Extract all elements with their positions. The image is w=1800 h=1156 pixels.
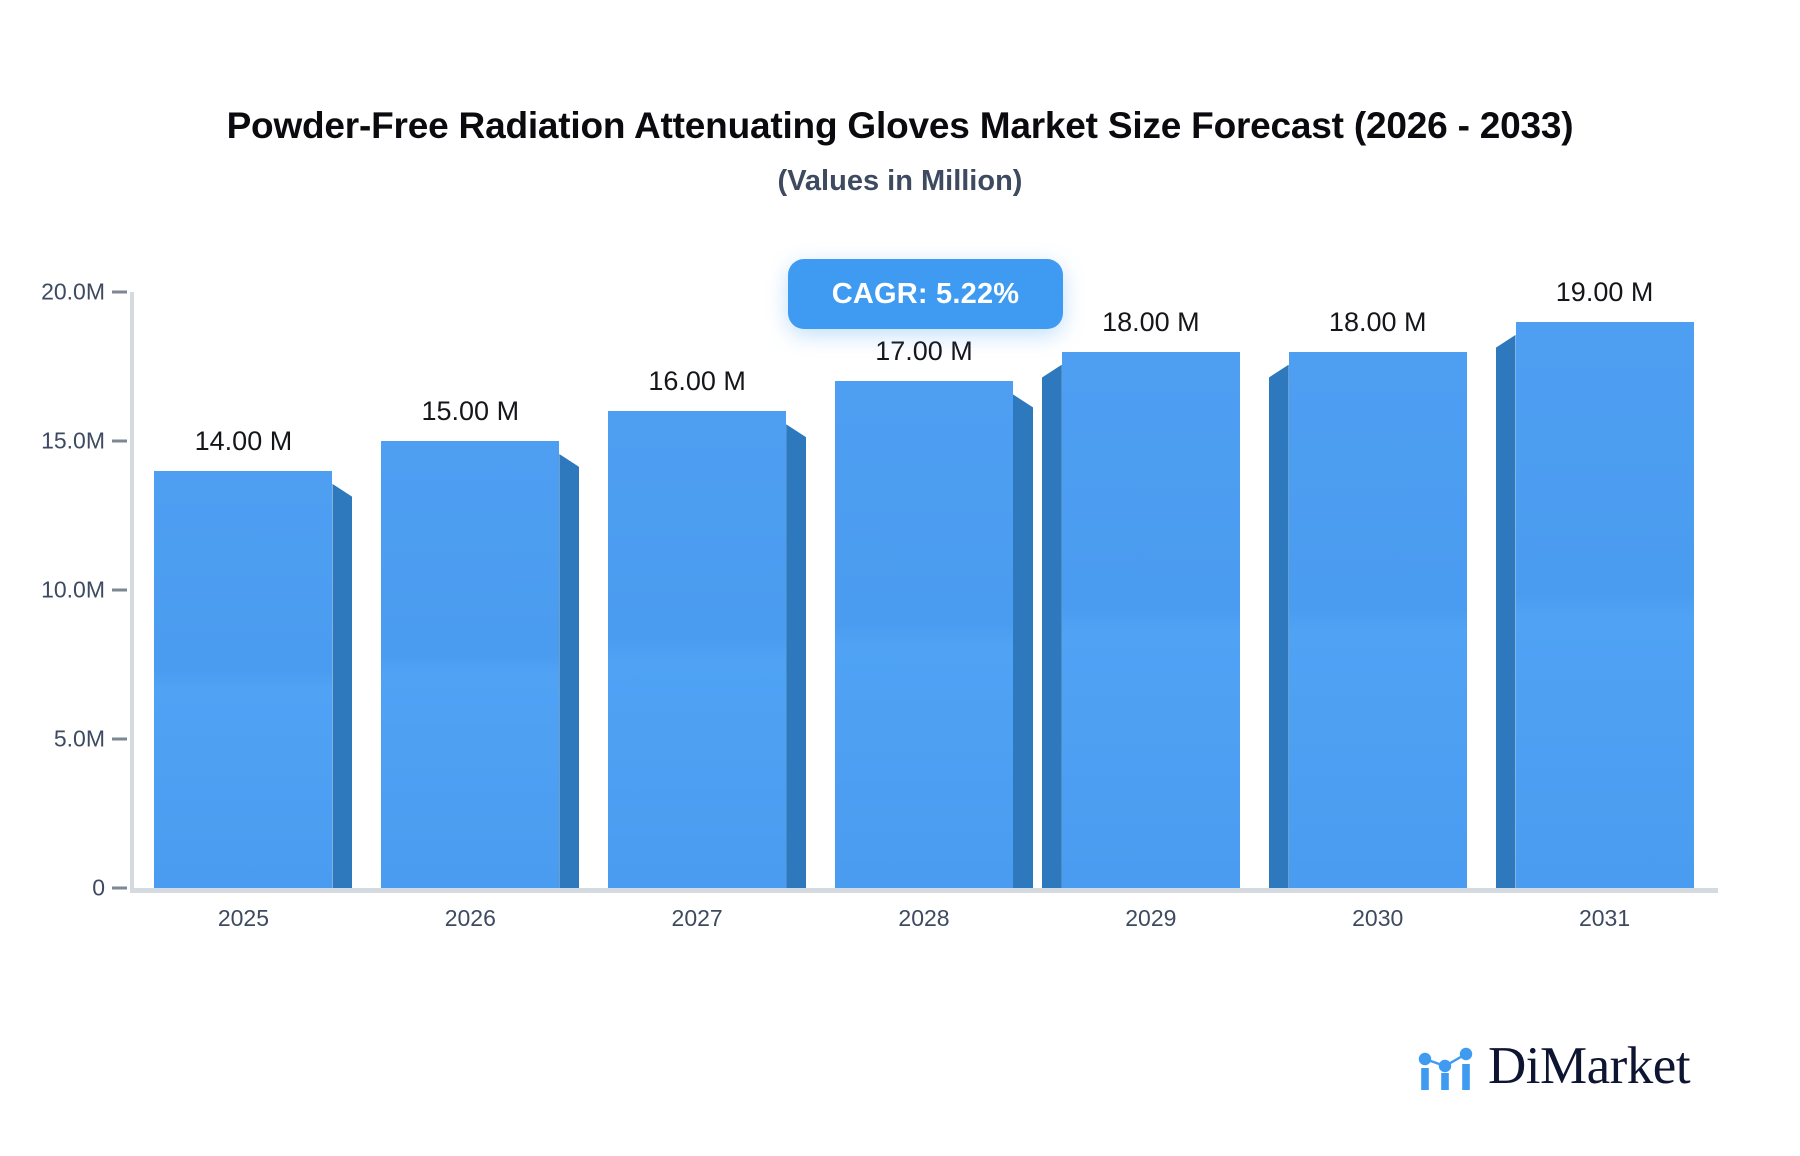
bar-value-label: 18.00 M (1328, 306, 1427, 337)
bar-2030[interactable]: 18.00 M (1268, 307, 1467, 888)
bar-value-label: 19.00 M (1555, 276, 1654, 307)
bar-2031[interactable]: 19.00 M (1495, 277, 1694, 888)
y-tick-label: 20.0M (41, 278, 105, 305)
x-axis-line (130, 888, 1718, 893)
bar-side-face (332, 483, 353, 888)
bar-front-face (1288, 351, 1467, 888)
y-tick-label: 5.0M (53, 725, 105, 752)
chart-subtitle: (Values in Million) (777, 165, 1023, 198)
title-block: Powder-Free Radiation Attenuating Gloves… (0, 104, 1800, 199)
bar-value-label: 17.00 M (875, 336, 973, 367)
bar-2029[interactable]: 18.00 M (1041, 307, 1240, 888)
bar-front-face (381, 441, 560, 888)
bar-chart-logo-icon (1418, 1047, 1473, 1090)
y-tick-label: 10.0M (41, 576, 105, 603)
bar-front-face (1061, 351, 1240, 888)
bar-front-face (608, 411, 787, 888)
y-tick-label: 0 (92, 874, 105, 901)
bar-value-label: 14.00 M (194, 425, 293, 456)
bar-front-face (1515, 321, 1694, 888)
y-tick-mark (112, 290, 127, 294)
x-tick-label: 2028 (898, 905, 950, 931)
bar-side-face (786, 424, 807, 888)
page-title: Powder-Free Radiation Attenuating Gloves… (226, 105, 1574, 146)
bar-value-label: 18.00 M (1102, 306, 1200, 337)
x-tick-label: 2029 (1125, 905, 1177, 931)
cagr-badge: CAGR: 5.22% (788, 259, 1063, 329)
y-tick-label: 15.0M (41, 427, 105, 454)
bar-front-face (835, 381, 1013, 888)
bar-value-label: 16.00 M (648, 366, 746, 397)
x-axis-ticks: 2025 2026 2027 2028 2029 2030 2031 (130, 905, 1718, 945)
y-tick-mark (112, 439, 127, 443)
bar-value-label: 15.00 M (421, 396, 520, 426)
x-tick-label: 2025 (217, 905, 270, 931)
bar-2025[interactable]: 14.00 M (154, 426, 353, 888)
bar-side-face (1013, 394, 1033, 888)
bar-side-face (559, 454, 580, 888)
bar-series: 14.00 M 15.00 M 16.00 M 17.00 M 18.00 M 18.00… (130, 277, 1718, 888)
brand-logo: DiMarket (1418, 1037, 1691, 1095)
bar-side-face (1041, 364, 1062, 888)
x-tick-label: 2026 (444, 905, 496, 931)
y-tick-mark (112, 737, 127, 741)
bar-2026[interactable]: 15.00 M (381, 396, 580, 888)
cagr-badge-label: CAGR: 5.22% (831, 277, 1020, 310)
x-tick-label: 2030 (1352, 905, 1404, 931)
plot-area: 0 5.0M 10.0M 15.0M 20.0M 14.00 M 15.00 M 16.00… (41, 277, 1718, 901)
bar-front-face (154, 470, 333, 888)
brand-logo-text: DiMarket (1488, 1037, 1691, 1095)
x-tick-label: 2031 (1578, 905, 1631, 931)
x-tick-label: 2027 (671, 905, 723, 931)
y-tick-mark (112, 588, 127, 592)
y-axis-line (130, 292, 134, 888)
bar-2027[interactable]: 16.00 M (608, 366, 807, 888)
bar-side-face (1268, 364, 1289, 888)
bar-2028[interactable]: 17.00 M (835, 336, 1033, 888)
y-tick-mark (112, 886, 127, 890)
bar-side-face (1495, 334, 1516, 888)
